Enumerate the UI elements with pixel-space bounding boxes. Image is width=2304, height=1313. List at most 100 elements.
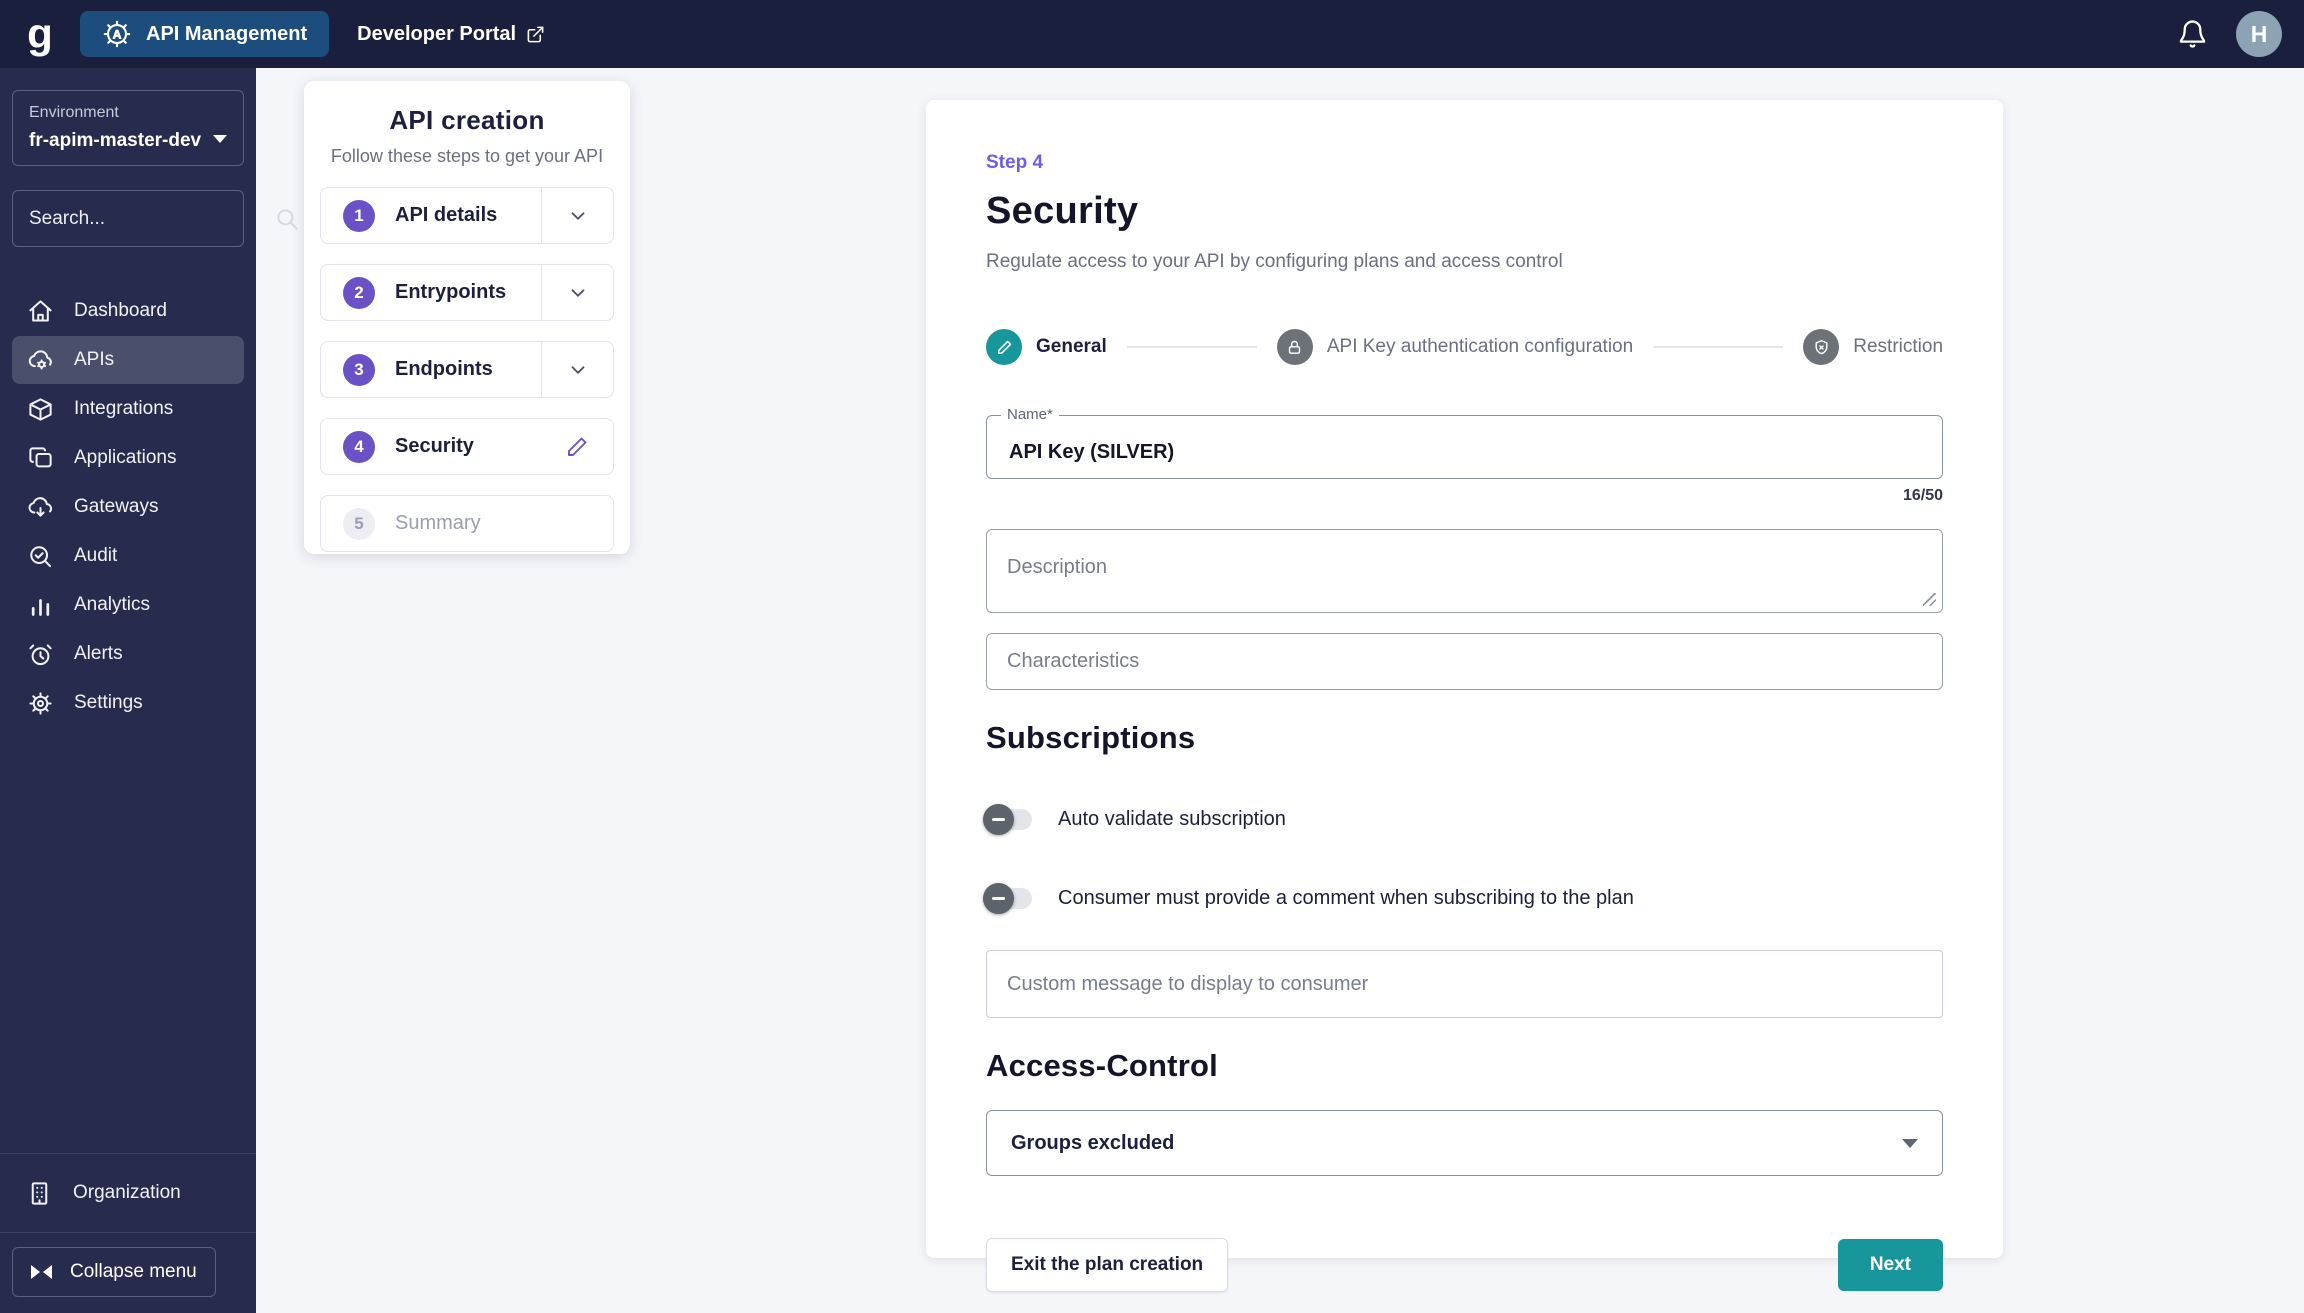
- sidebar-item-gateways[interactable]: Gateways: [12, 483, 244, 531]
- gravitee-logo[interactable]: g: [27, 10, 53, 57]
- sidebar-item-organization[interactable]: Organization: [0, 1154, 256, 1232]
- step-label: Entrypoints: [395, 281, 507, 303]
- top-bar: g A API Management Developer Portal: [0, 0, 2304, 68]
- windows-icon: [26, 445, 54, 472]
- developer-portal-link[interactable]: Developer Portal: [357, 23, 545, 46]
- user-avatar[interactable]: H: [2236, 11, 2282, 57]
- developer-portal-label: Developer Portal: [357, 22, 517, 45]
- name-field-label: Name*: [1001, 406, 1059, 423]
- search-icon: [274, 206, 300, 232]
- environment-select[interactable]: Environment fr-apim-master-dev: [12, 90, 244, 166]
- cloud-arrow-icon: [26, 494, 54, 521]
- chevron-down-icon: [213, 135, 227, 143]
- next-button[interactable]: Next: [1837, 1239, 1943, 1291]
- chevron-down-icon[interactable]: [541, 265, 613, 320]
- environment-label: Environment: [29, 104, 119, 121]
- description-textarea[interactable]: [987, 530, 1942, 612]
- magnifier-check-icon: [26, 543, 54, 570]
- chevron-down-icon[interactable]: [541, 342, 613, 397]
- sidebar-item-label: Settings: [74, 692, 143, 713]
- substep-label: General: [1036, 336, 1107, 357]
- step-number-badge: 2: [343, 276, 375, 309]
- name-input[interactable]: [987, 416, 1942, 478]
- comment-required-toggle-row[interactable]: Consumer must provide a comment when sub…: [983, 883, 1943, 914]
- environment-value: fr-apim-master-dev: [29, 130, 202, 151]
- api-management-switcher[interactable]: A API Management: [80, 11, 330, 57]
- bar-chart-icon: [26, 592, 54, 619]
- resize-handle-icon[interactable]: [1923, 593, 1936, 606]
- sidebar-item-label: Dashboard: [74, 300, 167, 321]
- substep-restriction[interactable]: Restriction: [1803, 329, 1943, 365]
- collapse-menu-button[interactable]: Collapse menu: [12, 1247, 216, 1297]
- character-counter: 16/50: [1902, 487, 1943, 504]
- wizard-title: API creation: [389, 105, 545, 135]
- wizard-step-security[interactable]: 4 Security: [320, 418, 614, 475]
- groups-excluded-select[interactable]: Groups excluded: [986, 1110, 1943, 1176]
- custom-message-input[interactable]: [987, 972, 1942, 996]
- step-number-badge: 5: [343, 507, 375, 540]
- page-subtitle: Regulate access to your API by configuri…: [986, 251, 1563, 272]
- form-actions: Exit the plan creation Next: [986, 1238, 1943, 1292]
- sidebar-item-applications[interactable]: Applications: [12, 434, 244, 482]
- substep-general[interactable]: General: [986, 329, 1107, 365]
- collapse-icon: [31, 1265, 52, 1279]
- exit-plan-creation-button[interactable]: Exit the plan creation: [986, 1238, 1229, 1292]
- svg-text:A: A: [113, 27, 122, 41]
- step-label: API details: [395, 204, 498, 226]
- toggle-switch[interactable]: [983, 804, 1032, 835]
- sidebar-item-audit[interactable]: Audit: [12, 532, 244, 580]
- step-number-badge: 4: [343, 430, 375, 463]
- lock-icon: [1276, 329, 1313, 365]
- custom-message-field: [986, 950, 1943, 1018]
- sidebar-item-label: Gateways: [74, 496, 159, 517]
- home-icon: [26, 298, 54, 325]
- characteristics-input[interactable]: [987, 650, 1942, 673]
- sidebar-item-label: Integrations: [74, 398, 174, 419]
- sidebar-item-apis[interactable]: APIs: [12, 336, 244, 384]
- wizard-step-endpoints[interactable]: 3 Endpoints: [320, 341, 614, 398]
- divider: [0, 1153, 256, 1154]
- wizard-subtitle: Follow these steps to get your API: [330, 146, 604, 166]
- alarm-clock-icon: [26, 641, 54, 668]
- chevron-down-icon[interactable]: [541, 188, 613, 243]
- sidebar-item-settings[interactable]: Settings: [12, 679, 244, 727]
- name-field: Name*: [986, 406, 1943, 479]
- sidebar-item-alerts[interactable]: Alerts: [12, 630, 244, 678]
- sidebar-item-label: Alerts: [74, 643, 123, 664]
- sidebar-item-analytics[interactable]: Analytics: [12, 581, 244, 629]
- step-label: Summary: [395, 512, 481, 534]
- collapse-menu-label: Collapse menu: [70, 1261, 197, 1282]
- substep-apikey-config[interactable]: API Key authentication configuration: [1276, 329, 1634, 365]
- plan-substeps: General API Key authentication configura…: [986, 329, 1943, 365]
- step-indicator: Step 4: [986, 152, 1044, 173]
- toggle-label: Auto validate subscription: [1058, 808, 1286, 830]
- topbar-right: H: [2177, 11, 2304, 57]
- pencil-icon: [986, 329, 1022, 365]
- sidebar-item-label: Audit: [74, 545, 118, 566]
- step-number-badge: 3: [343, 353, 375, 386]
- sidebar-item-integrations[interactable]: Integrations: [12, 385, 244, 433]
- sidebar-search: [12, 190, 298, 247]
- toggle-switch[interactable]: [983, 883, 1032, 914]
- sidebar-item-dashboard[interactable]: Dashboard: [12, 287, 244, 335]
- wizard-step-entrypoints[interactable]: 2 Entrypoints: [320, 264, 614, 321]
- step-number-badge: 1: [343, 199, 375, 232]
- subscriptions-heading: Subscriptions: [986, 720, 1196, 755]
- edit-pencil-icon: [541, 435, 613, 459]
- search-input[interactable]: [29, 207, 274, 230]
- chevron-down-icon: [1902, 1138, 1918, 1148]
- substep-label: API Key authentication configuration: [1326, 336, 1634, 357]
- toggle-label: Consumer must provide a comment when sub…: [1058, 887, 1634, 909]
- organization-label: Organization: [73, 1182, 181, 1203]
- sidebar-item-label: APIs: [74, 349, 115, 370]
- substep-connector: [1653, 346, 1784, 348]
- building-icon: [26, 1180, 53, 1207]
- page-title: Security: [986, 190, 1139, 232]
- sidebar: Environment fr-apim-master-dev Dashboard: [0, 68, 298, 1313]
- notifications-bell-icon[interactable]: [2177, 19, 2208, 50]
- wizard-step-api-details[interactable]: 1 API details: [320, 187, 614, 244]
- step-label: Endpoints: [395, 358, 493, 380]
- groups-excluded-label: Groups excluded: [1011, 1131, 1175, 1154]
- auto-validate-toggle-row[interactable]: Auto validate subscription: [983, 804, 1943, 835]
